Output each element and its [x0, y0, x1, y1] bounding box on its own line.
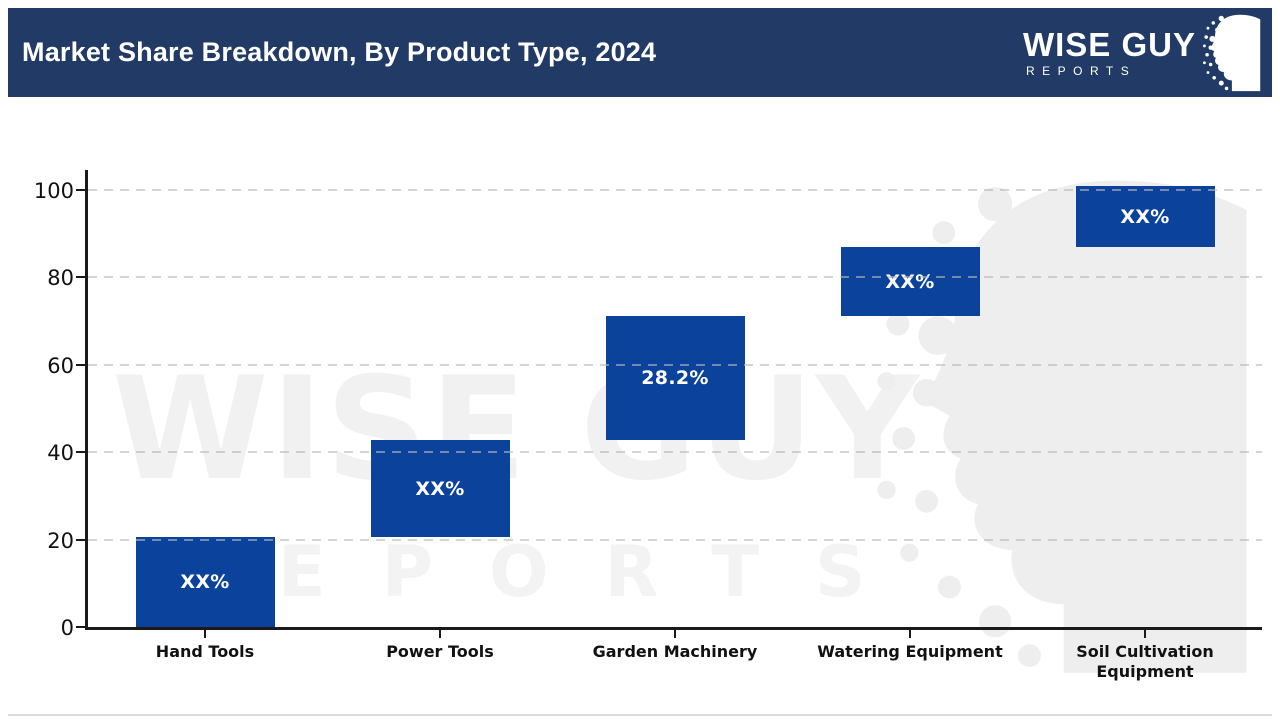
y-tick: [76, 538, 85, 541]
gridline: [88, 188, 1262, 191]
y-tick: [76, 188, 85, 191]
x-tick: [909, 630, 911, 638]
y-tick-label: 80: [47, 266, 74, 291]
bar-value-label: XX%: [885, 270, 935, 293]
y-tick-label: 0: [60, 616, 74, 640]
logo-text: WISE GUY REPORTS: [1023, 28, 1196, 78]
bar-value-label: XX%: [1120, 205, 1170, 228]
bar: 28.2%: [605, 316, 745, 441]
y-tick: [76, 626, 85, 628]
gridline: [88, 451, 1262, 454]
x-tick: [439, 630, 441, 638]
x-tick: [1144, 630, 1146, 638]
y-tick: [76, 363, 85, 366]
bar-value-label: 28.2%: [641, 367, 709, 390]
bar: XX%: [1075, 186, 1215, 247]
x-category-label: Hand Tools: [155, 642, 255, 661]
y-axis-line: [85, 170, 88, 630]
x-category-label: Soil Cultivation Equipment: [1076, 642, 1214, 681]
bar-value-label: XX%: [180, 570, 230, 593]
x-tick: [204, 630, 206, 638]
y-tick: [76, 276, 85, 279]
gridline: [88, 276, 1262, 279]
page-title: Market Share Breakdown, By Product Type,…: [22, 37, 657, 67]
x-axis-line: [85, 627, 1262, 630]
logo: WISE GUY REPORTS: [1023, 11, 1262, 95]
y-tick: [76, 451, 85, 454]
gridline: [88, 538, 1262, 541]
x-category-label: Power Tools: [386, 642, 494, 661]
logo-wordmark: WISE GUY: [1022, 25, 1196, 63]
y-tick-label: 100: [33, 178, 74, 203]
x-tick: [674, 630, 676, 638]
y-tick-label: 20: [47, 528, 74, 553]
x-category-label: Garden Machinery: [592, 642, 758, 661]
y-tick-label: 40: [47, 441, 74, 466]
bar: XX%: [840, 246, 980, 317]
dotted-head-icon: [1203, 14, 1261, 91]
bar-value-label: XX%: [415, 477, 465, 500]
bar: XX%: [135, 536, 275, 627]
y-tick-label: 60: [47, 353, 74, 378]
bottom-divider: [8, 714, 1272, 716]
gridline: [88, 363, 1262, 366]
logo-subtitle: REPORTS: [1025, 63, 1137, 78]
x-category-label: Watering Equipment: [817, 642, 1003, 661]
plot-area: 0 20 40 60 80 100 XX% Hand Tools XX% Power Tools 2…: [34, 170, 1262, 681]
bar: XX%: [370, 440, 510, 537]
header: Market Share Breakdown, By Product Type,…: [8, 8, 1272, 97]
